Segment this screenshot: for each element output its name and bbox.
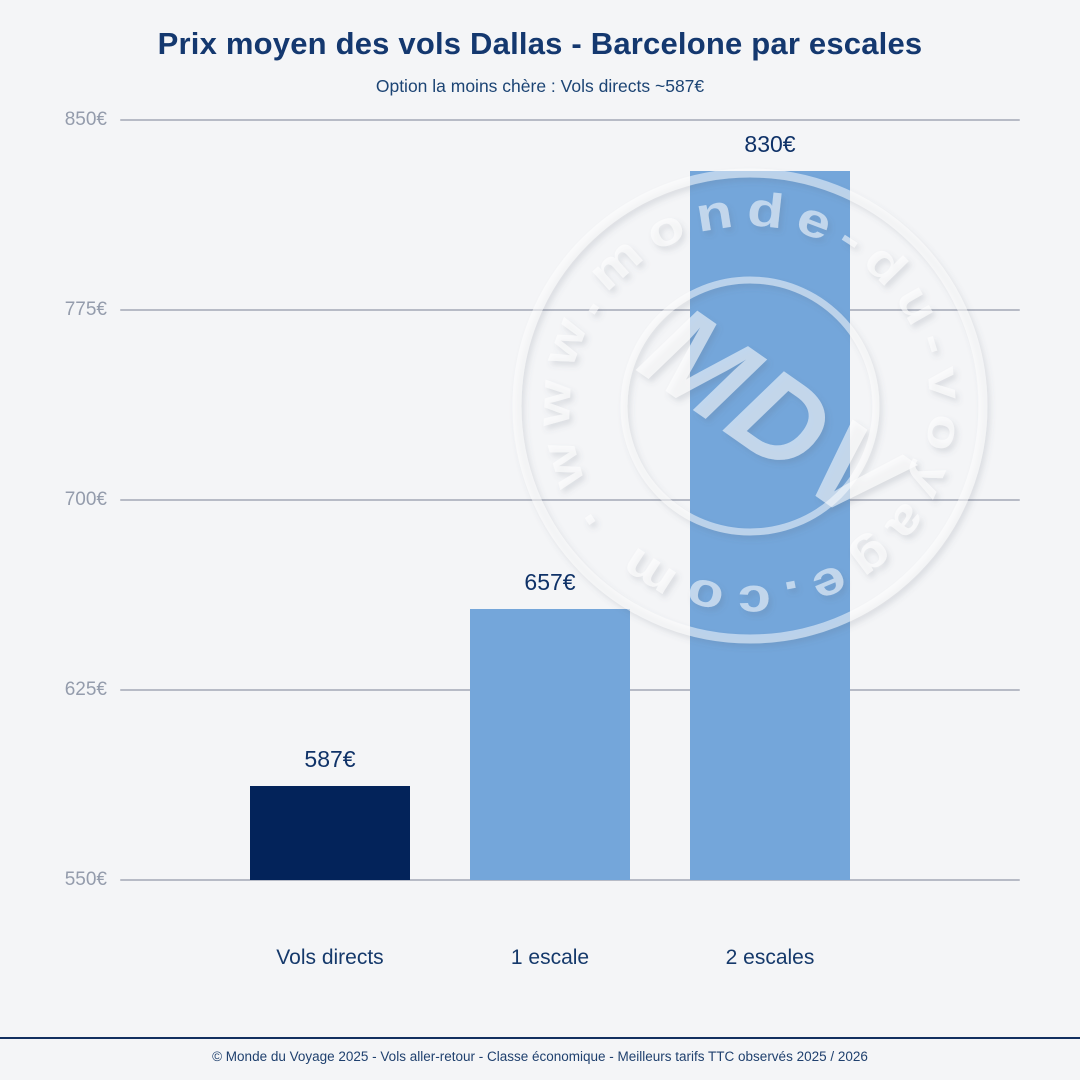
- footer-text: © Monde du Voyage 2025 - Vols aller-reto…: [212, 1049, 868, 1064]
- category-label-2-escales: 2 escales: [725, 946, 815, 969]
- bar-vols-directs: [250, 786, 410, 880]
- category-label-vols-directs: Vols directs: [276, 946, 384, 969]
- y-tick-label-700: 700€: [64, 489, 107, 510]
- bar-1-escale: [470, 608, 630, 880]
- x-axis: Vols directs 1 escale 2 escales: [120, 946, 1020, 980]
- category-label-1-escale: 1 escale: [510, 946, 590, 969]
- footer-divider: [0, 1037, 1080, 1039]
- y-tick-label-775: 775€: [64, 299, 107, 320]
- footer: © Monde du Voyage 2025 - Vols aller-reto…: [0, 1037, 1080, 1064]
- chart-subtitle: Option la moins chère : Vols directs ~58…: [375, 76, 705, 96]
- y-tick-label-850: 850€: [64, 109, 107, 130]
- gridline-700: [120, 499, 1020, 501]
- chart-title: Prix moyen des vols Dallas - Barcelone p…: [157, 26, 923, 61]
- gridline-550: [120, 879, 1020, 881]
- gridline-850: [120, 119, 1020, 121]
- gridline-775: [120, 309, 1020, 311]
- value-label-2-escales: 830€: [744, 130, 796, 157]
- bar-2-escales: [690, 170, 850, 880]
- y-tick-label-550: 550€: [64, 869, 107, 890]
- y-tick-label-625: 625€: [64, 679, 107, 700]
- value-label-1-escale: 657€: [524, 568, 576, 595]
- value-label-vols-directs: 587€: [304, 746, 356, 773]
- plot-area: 587€ 657€ 830€: [120, 119, 1020, 881]
